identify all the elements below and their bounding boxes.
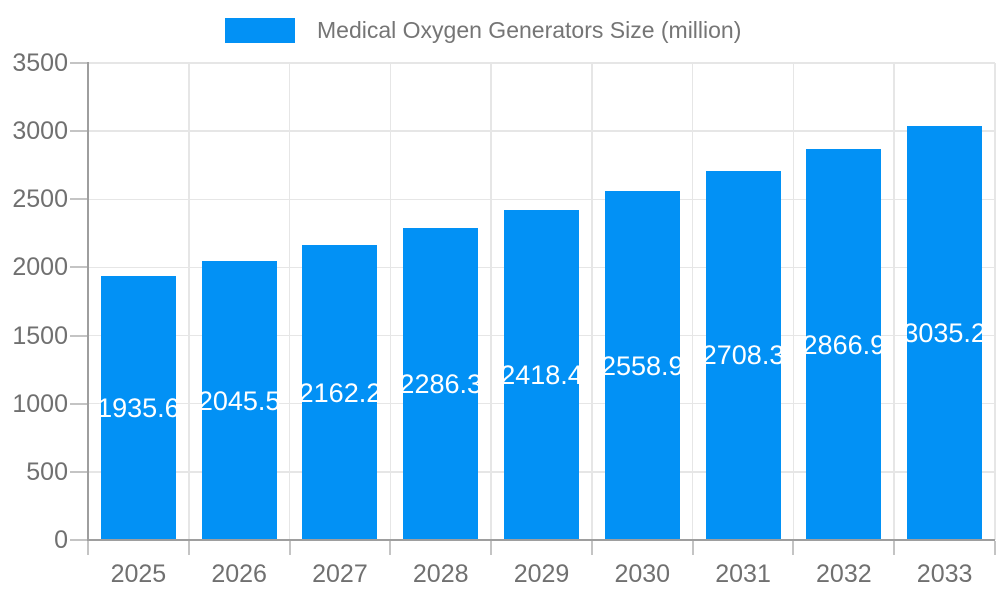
y-axis-label: 1500 bbox=[12, 321, 68, 350]
gridline-horizontal bbox=[88, 198, 995, 201]
y-axis-tick bbox=[70, 470, 88, 473]
gridline-horizontal bbox=[88, 62, 995, 64]
y-axis-tick bbox=[70, 62, 88, 64]
bar-2026[interactable] bbox=[201, 261, 277, 540]
chart-legend: Medical Oxygen Generators Size (million) bbox=[225, 17, 741, 44]
y-axis-label: 2000 bbox=[12, 253, 68, 282]
bar-2031[interactable] bbox=[705, 170, 781, 540]
bar-value-label: 2045.5 bbox=[197, 385, 281, 416]
y-axis-tick bbox=[70, 198, 88, 201]
y-axis-label: 0 bbox=[54, 526, 68, 554]
bar-2032[interactable] bbox=[806, 149, 882, 540]
bar-2029[interactable] bbox=[504, 210, 579, 540]
bar-value-label: 2708.3 bbox=[701, 340, 785, 371]
x-axis-label: 2027 bbox=[312, 560, 368, 588]
y-axis-label: 3000 bbox=[12, 117, 68, 146]
x-axis-label: 2032 bbox=[816, 560, 872, 588]
legend-label: Medical Oxygen Generators Size (million) bbox=[317, 17, 742, 43]
x-axis-line bbox=[87, 539, 995, 541]
gridline-vertical bbox=[691, 63, 694, 540]
y-axis-tick bbox=[70, 130, 88, 133]
bar-value-label: 2162.2 bbox=[298, 377, 382, 408]
x-axis-label: 2033 bbox=[916, 560, 973, 588]
bar-value-label: 2286.3 bbox=[399, 369, 483, 400]
x-axis-label: 2029 bbox=[513, 560, 570, 588]
legend-color-swatch bbox=[225, 18, 295, 43]
x-axis-label: 2031 bbox=[715, 560, 771, 588]
gridline-vertical bbox=[792, 63, 795, 540]
gridline-vertical bbox=[893, 63, 895, 540]
x-axis-tick bbox=[490, 541, 493, 555]
gridline-vertical bbox=[490, 63, 492, 540]
bar-2030[interactable] bbox=[604, 191, 680, 540]
y-axis-label: 1000 bbox=[12, 389, 68, 418]
gridline-horizontal bbox=[88, 130, 995, 132]
gridline-vertical bbox=[994, 63, 996, 540]
gridline-vertical bbox=[188, 63, 190, 540]
y-axis-label: 3500 bbox=[12, 49, 68, 77]
gridline-vertical bbox=[389, 63, 392, 540]
bar-value-label: 2418.4 bbox=[500, 360, 583, 391]
y-axis-tick bbox=[70, 402, 88, 405]
x-axis-tick bbox=[691, 541, 694, 555]
bar-2025[interactable] bbox=[100, 276, 176, 540]
x-axis-tick bbox=[187, 541, 190, 555]
x-axis-label: 2026 bbox=[211, 560, 267, 588]
x-axis-tick bbox=[893, 541, 896, 555]
y-axis-tick bbox=[70, 539, 88, 541]
y-axis-label: 500 bbox=[26, 457, 68, 486]
bar-value-label: 2558.9 bbox=[600, 350, 684, 381]
y-axis-tick bbox=[70, 266, 88, 269]
y-axis-tick bbox=[70, 334, 88, 337]
x-axis-tick bbox=[994, 541, 996, 555]
x-axis-label: 2030 bbox=[614, 560, 671, 588]
bar-2027[interactable] bbox=[302, 245, 378, 540]
x-axis-label: 2025 bbox=[110, 560, 167, 588]
bar-2033[interactable] bbox=[907, 126, 983, 540]
x-axis-label: 2028 bbox=[412, 560, 469, 588]
x-axis-tick bbox=[590, 541, 593, 555]
y-axis-label: 2500 bbox=[12, 185, 68, 214]
x-axis-tick bbox=[87, 541, 89, 555]
bar-value-label: 3035.2 bbox=[903, 318, 986, 349]
bar-value-label: 1935.6 bbox=[97, 393, 180, 424]
y-axis-line bbox=[87, 62, 89, 541]
bar-2028[interactable] bbox=[403, 228, 479, 540]
gridline-vertical bbox=[591, 63, 593, 540]
x-axis-tick bbox=[389, 541, 392, 555]
gridline-vertical bbox=[288, 63, 291, 540]
x-axis-tick bbox=[792, 541, 795, 555]
x-axis-tick bbox=[288, 541, 291, 555]
bar-value-label: 2866.9 bbox=[802, 329, 886, 360]
